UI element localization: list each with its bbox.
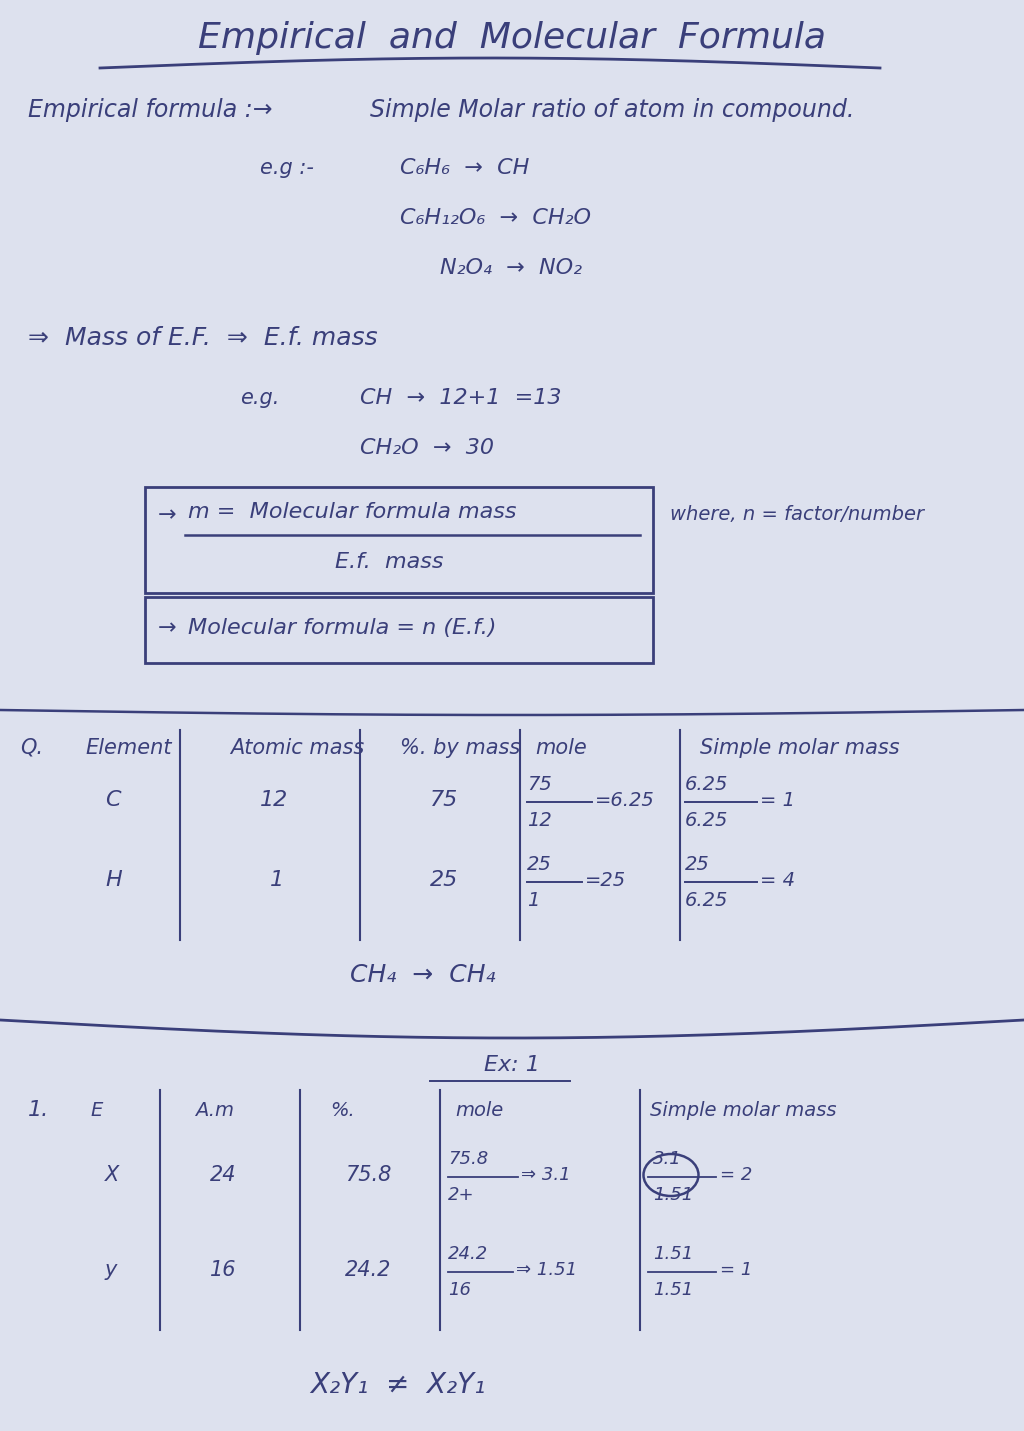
Text: = 1: = 1 [760, 790, 795, 810]
Text: ⇒  Mass of E.F.  ⇒  E.f. mass: ⇒ Mass of E.F. ⇒ E.f. mass [28, 326, 378, 351]
Text: Simple Molar ratio of atom in compound.: Simple Molar ratio of atom in compound. [370, 97, 854, 122]
Text: where, n = factor/number: where, n = factor/number [670, 505, 924, 525]
Text: 16: 16 [449, 1281, 471, 1299]
Text: Molecular formula = n (E.f.): Molecular formula = n (E.f.) [188, 618, 497, 638]
Text: 24.2: 24.2 [345, 1261, 391, 1279]
Text: 1.51: 1.51 [653, 1281, 693, 1299]
Text: =6.25: =6.25 [595, 790, 654, 810]
Text: 25: 25 [430, 870, 459, 890]
Text: CH  →  12+1  =13: CH → 12+1 =13 [360, 388, 561, 408]
Text: mole: mole [535, 738, 587, 758]
Text: 16: 16 [210, 1261, 237, 1279]
Text: C₆H₁₂O₆  →  CH₂O: C₆H₁₂O₆ → CH₂O [400, 207, 591, 228]
Text: 75.8: 75.8 [449, 1151, 488, 1168]
Text: ⇒ 1.51: ⇒ 1.51 [516, 1261, 578, 1279]
Text: e.g :-: e.g :- [260, 157, 314, 177]
Text: Empirical formula :→: Empirical formula :→ [28, 97, 272, 122]
Text: 2+: 2+ [449, 1186, 475, 1203]
Text: m =  Molecular formula mass: m = Molecular formula mass [188, 502, 516, 522]
Text: E.f.  mass: E.f. mass [335, 552, 443, 572]
Text: Simple molar mass: Simple molar mass [700, 738, 900, 758]
Text: = 1: = 1 [720, 1261, 753, 1279]
Text: N₂O₄  →  NO₂: N₂O₄ → NO₂ [440, 258, 582, 278]
Text: X₂Y₁  ≠  X₂Y₁: X₂Y₁ ≠ X₂Y₁ [310, 1371, 485, 1400]
Text: 1: 1 [270, 870, 284, 890]
Text: 75: 75 [527, 774, 552, 794]
Text: 75.8: 75.8 [345, 1165, 391, 1185]
Text: = 2: = 2 [720, 1166, 753, 1183]
Text: 25: 25 [527, 854, 552, 873]
Text: 3.1: 3.1 [653, 1151, 682, 1168]
Text: 12: 12 [260, 790, 288, 810]
Text: 6.25: 6.25 [685, 890, 728, 910]
Text: = 4: = 4 [760, 870, 795, 890]
Text: 1.: 1. [28, 1100, 49, 1120]
Text: Atomic mass: Atomic mass [230, 738, 365, 758]
Text: →: → [158, 505, 176, 525]
Text: C: C [105, 790, 121, 810]
Text: %. by mass: %. by mass [400, 738, 520, 758]
Text: Empirical  and  Molecular  Formula: Empirical and Molecular Formula [198, 21, 826, 54]
Text: CH₂O  →  30: CH₂O → 30 [360, 438, 494, 458]
Text: 6.25: 6.25 [685, 774, 728, 794]
Text: =25: =25 [585, 870, 626, 890]
Text: CH₄  →  CH₄: CH₄ → CH₄ [350, 963, 496, 987]
Text: mole: mole [455, 1100, 503, 1119]
Text: →: → [158, 618, 176, 638]
Text: A.m: A.m [195, 1100, 234, 1119]
Text: H: H [105, 870, 122, 890]
Text: 1.51: 1.51 [653, 1186, 693, 1203]
Text: Element: Element [85, 738, 171, 758]
Text: e.g.: e.g. [240, 388, 280, 408]
Text: y: y [105, 1261, 118, 1279]
Text: E: E [90, 1100, 102, 1119]
Text: %.: %. [330, 1100, 354, 1119]
Text: 25: 25 [685, 854, 710, 873]
Text: Q.: Q. [20, 738, 43, 758]
Text: 75: 75 [430, 790, 459, 810]
Text: 1: 1 [527, 890, 540, 910]
Text: 24.2: 24.2 [449, 1245, 488, 1264]
Text: 24: 24 [210, 1165, 237, 1185]
Text: C₆H₆  →  CH: C₆H₆ → CH [400, 157, 529, 177]
Text: 6.25: 6.25 [685, 810, 728, 830]
Text: Ex: 1: Ex: 1 [484, 1055, 540, 1075]
Text: ⇒ 3.1: ⇒ 3.1 [521, 1166, 570, 1183]
Text: 12: 12 [527, 810, 552, 830]
Text: X: X [105, 1165, 119, 1185]
Text: 1.51: 1.51 [653, 1245, 693, 1264]
Text: Simple molar mass: Simple molar mass [650, 1100, 837, 1119]
